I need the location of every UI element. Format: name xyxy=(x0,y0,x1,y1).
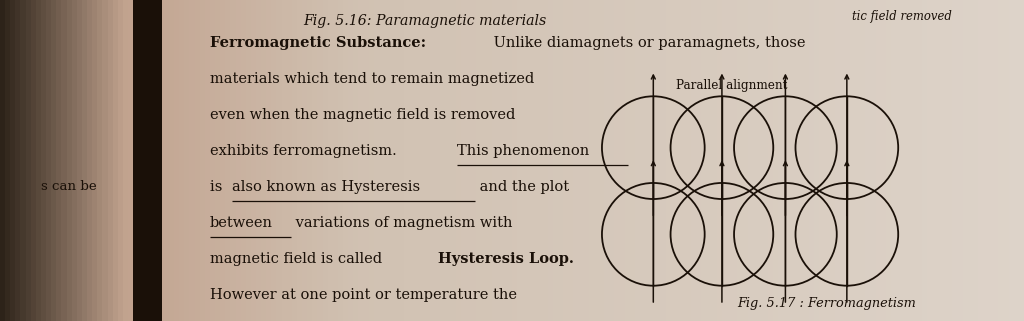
Text: Hysteresis Loop.: Hysteresis Loop. xyxy=(438,252,573,266)
Text: materials which tend to remain magnetized: materials which tend to remain magnetize… xyxy=(210,72,535,86)
Text: However at one point or temperature the: However at one point or temperature the xyxy=(210,288,517,302)
Text: even when the magnetic field is removed: even when the magnetic field is removed xyxy=(210,108,515,122)
Text: magnetic field is called: magnetic field is called xyxy=(210,252,387,266)
Text: also known as Hysteresis: also known as Hysteresis xyxy=(231,180,420,194)
Text: exhibits ferromagnetism.: exhibits ferromagnetism. xyxy=(210,144,401,158)
Text: Parallel alignment: Parallel alignment xyxy=(677,79,787,91)
Bar xyxy=(133,0,162,321)
Text: This phenomenon: This phenomenon xyxy=(457,144,589,158)
Text: Fig. 5.16: Paramagnetic materials: Fig. 5.16: Paramagnetic materials xyxy=(303,14,547,29)
Text: and the plot: and the plot xyxy=(474,180,568,194)
Text: between: between xyxy=(210,216,273,230)
Text: Ferromagnetic Substance:: Ferromagnetic Substance: xyxy=(210,36,426,50)
Text: Unlike diamagnets or paramagnets, those: Unlike diamagnets or paramagnets, those xyxy=(488,36,805,50)
Text: tic field removed: tic field removed xyxy=(852,10,952,22)
Text: Fig. 5.17 : Ferromagnetism: Fig. 5.17 : Ferromagnetism xyxy=(737,297,916,310)
Text: is: is xyxy=(210,180,227,194)
Text: variations of magnetism with: variations of magnetism with xyxy=(291,216,513,230)
Text: s can be: s can be xyxy=(41,180,96,193)
